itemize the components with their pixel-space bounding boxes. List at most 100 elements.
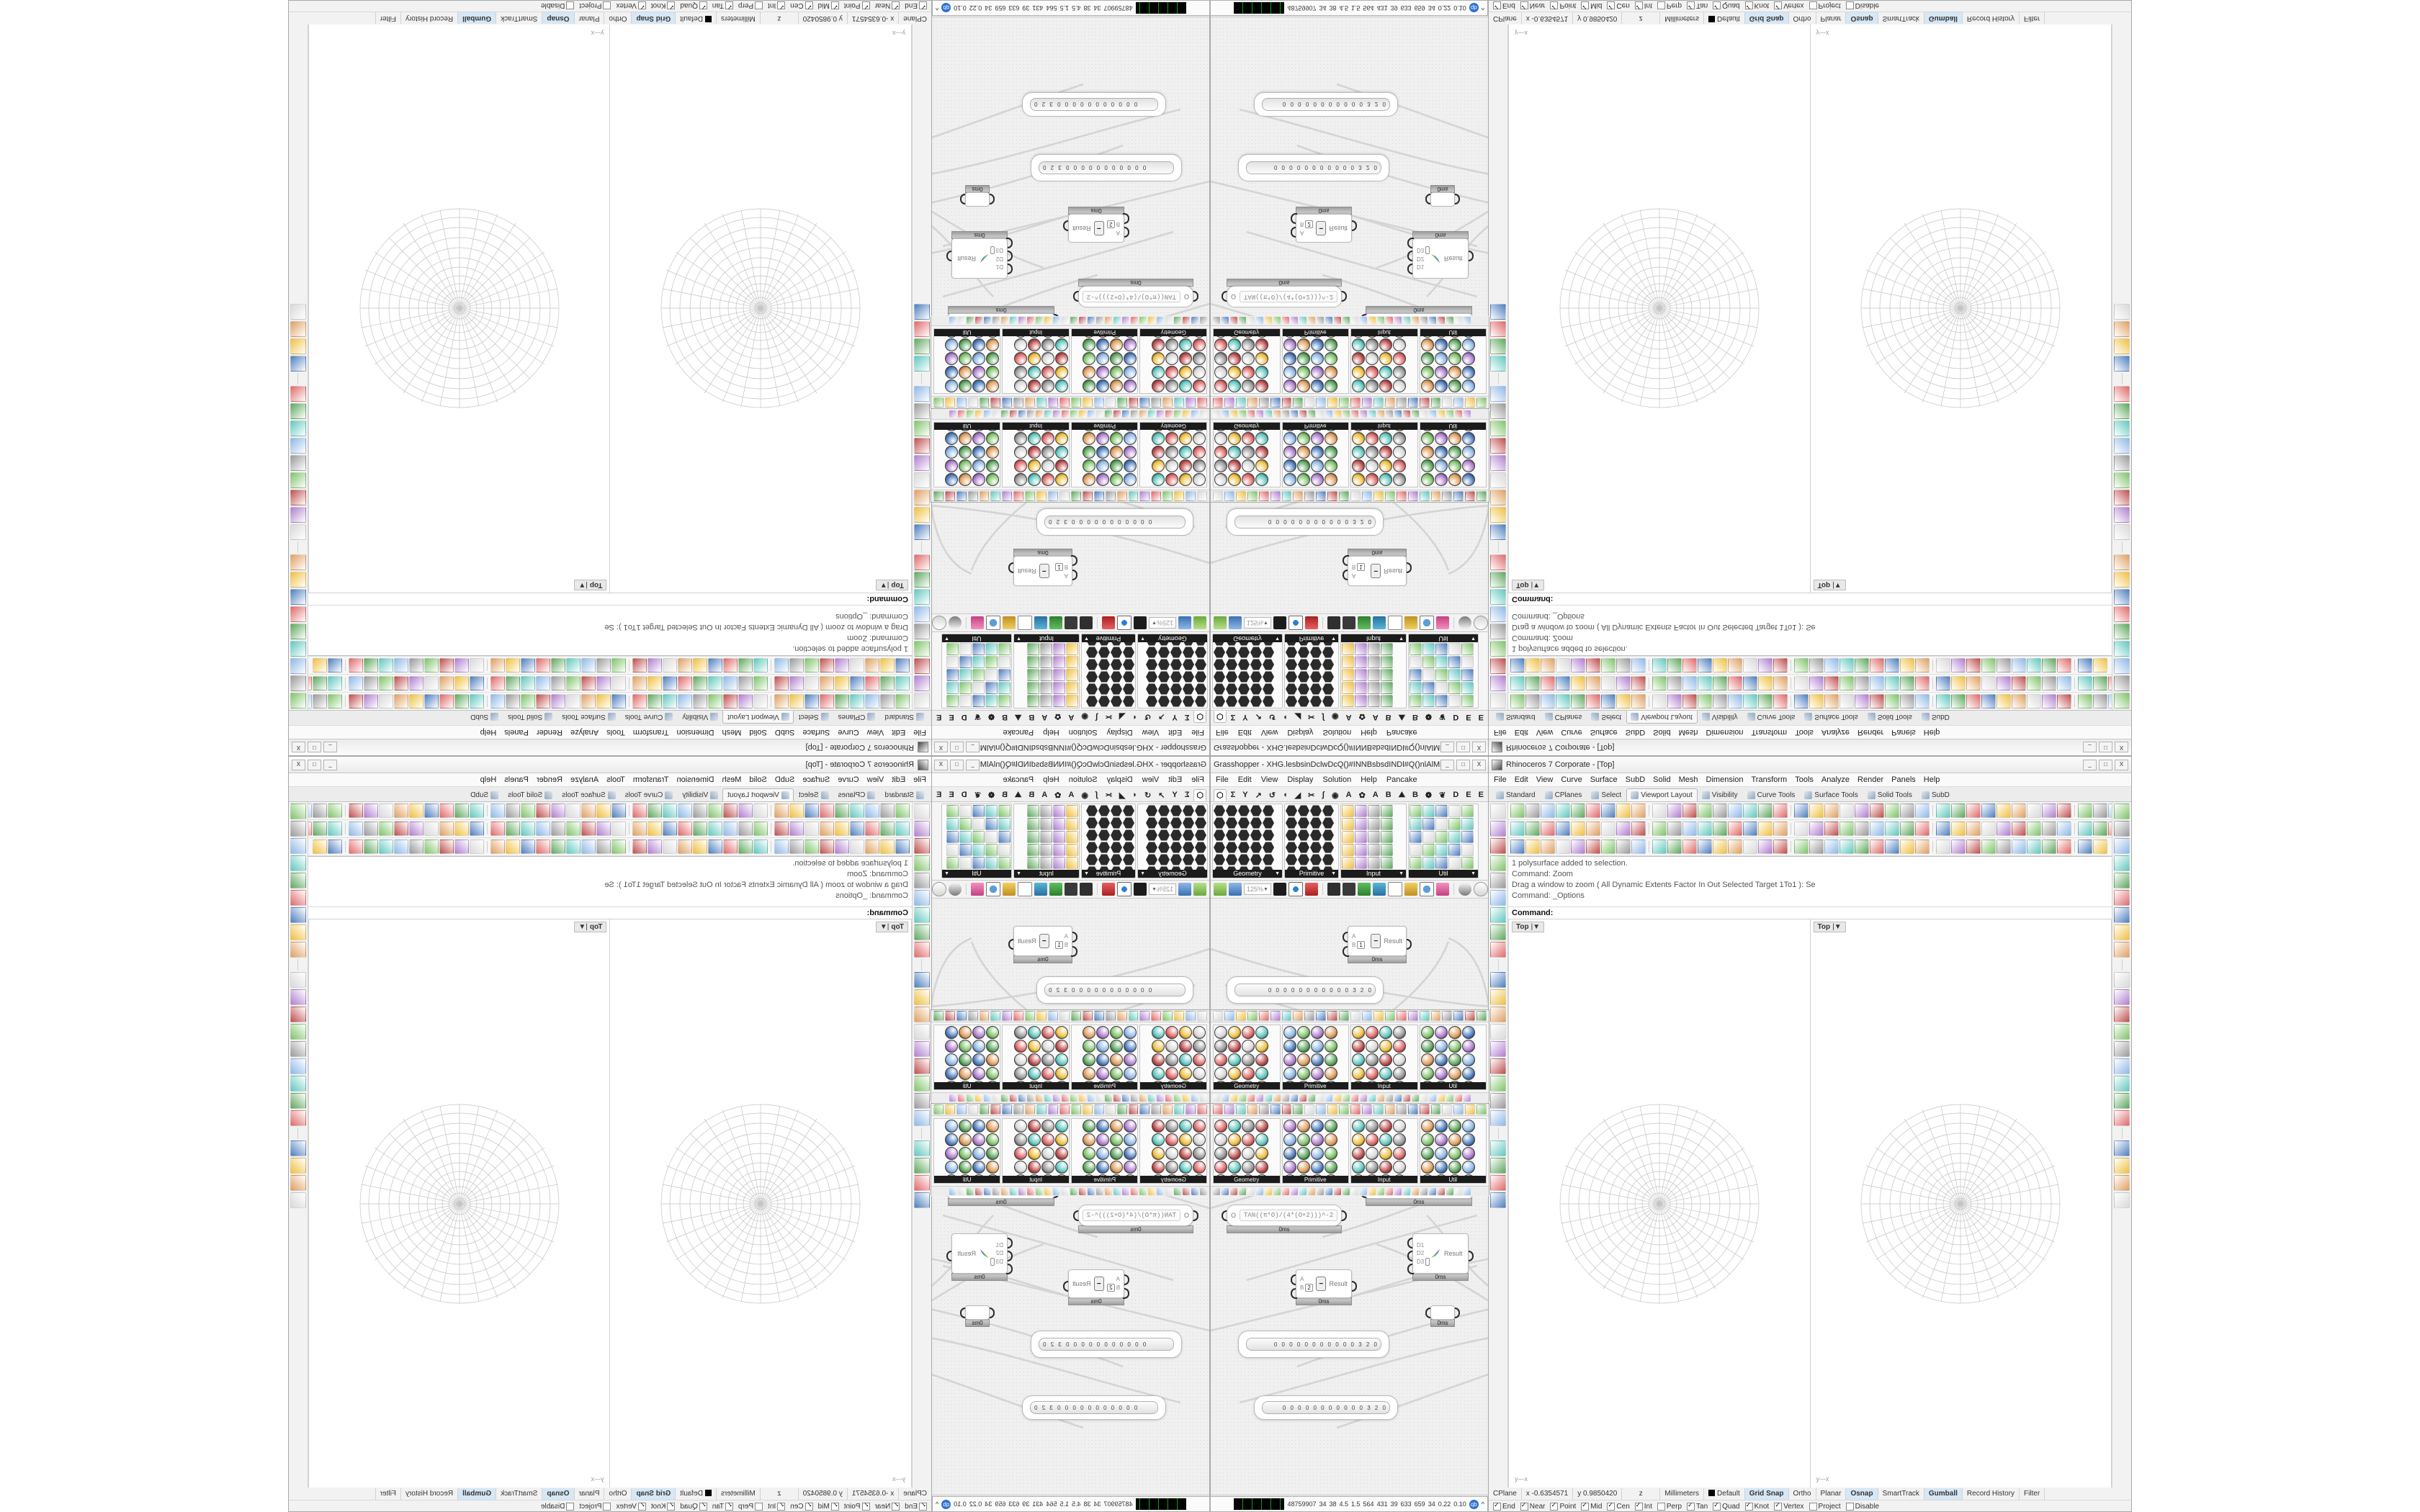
palette-component-icon[interactable] [1165, 1161, 1178, 1174]
palette-footer-icon[interactable] [1265, 410, 1272, 418]
gh-tab-transform-icon[interactable]: ʃ [1095, 791, 1098, 799]
toolbar-icon-1-0[interactable] [1510, 804, 1525, 818]
gha-icon[interactable] [1387, 882, 1402, 896]
palette-footer-icon[interactable] [1412, 1094, 1419, 1102]
palette-tool-icon[interactable] [1116, 491, 1127, 501]
ribbon-panel-geometry[interactable]: Geometry ▼ [1212, 804, 1283, 878]
toolbar-icon-5-19[interactable] [2114, 1158, 2130, 1174]
gh-tab-sets-icon[interactable]: Υ [1172, 713, 1178, 721]
gh-menu-view[interactable]: View [1142, 728, 1160, 737]
gh-tab-display-icon[interactable]: ◉ [1332, 712, 1339, 721]
component-icon[interactable] [1066, 818, 1078, 830]
component-icon[interactable] [959, 831, 972, 843]
toolbar-icon-3-9[interactable] [1652, 658, 1667, 672]
rhino-tab-cplanes[interactable]: CPlanes [833, 788, 880, 801]
palette-footer-icon[interactable] [1010, 317, 1017, 325]
component-icon[interactable] [1263, 683, 1274, 695]
toolbar-icon-2-30[interactable] [1981, 676, 1996, 690]
rhino-toolbar-row-2[interactable] [308, 820, 912, 838]
gh-menu-file[interactable]: File [1191, 728, 1204, 737]
component-icon[interactable] [1158, 683, 1170, 695]
toolbar-icon-3-33[interactable] [379, 840, 393, 854]
palette-footer-icon[interactable] [1368, 1187, 1376, 1195]
component-icon[interactable] [1195, 642, 1206, 646]
component-icon[interactable] [946, 844, 959, 856]
toolbar-icon-1-8[interactable] [1631, 804, 1646, 818]
palette-tool-icon[interactable] [1197, 491, 1207, 501]
palette-component-icon[interactable] [1461, 1053, 1475, 1066]
toolbar-icon-2-24[interactable] [1885, 676, 1899, 690]
palette-component-icon[interactable] [1393, 1040, 1406, 1053]
status-toggle-grid-snap[interactable]: Grid Snap [631, 1488, 676, 1500]
palette-footer-icon[interactable] [958, 410, 965, 418]
gh-menu-edit[interactable]: Edit [1168, 775, 1183, 784]
toolbar-icon-1-1[interactable] [880, 804, 895, 818]
component-icon[interactable] [1298, 854, 1309, 865]
toolbar-icon-1-3[interactable] [850, 804, 864, 818]
rhino-left-toolbar[interactable] [912, 23, 931, 710]
palette-tool-icon[interactable] [1105, 1011, 1116, 1021]
osnap-checkbox[interactable] [667, 1503, 676, 1511]
rhino-menu-curve[interactable]: Curve [838, 775, 859, 784]
palette-component-icon[interactable] [1379, 1120, 1392, 1133]
toolbar-icon-2-8[interactable] [1631, 822, 1646, 836]
toolbar-icon-5-20[interactable] [290, 321, 306, 337]
palette-component-icon[interactable] [986, 379, 1000, 392]
component-subtraction-a[interactable]: A B 1 − Result 0ms [1008, 549, 1077, 586]
component-icon[interactable] [1123, 696, 1134, 707]
toolbar-icon-4-1[interactable] [1490, 821, 1506, 837]
toolbar-icon-3-19[interactable] [596, 840, 611, 854]
minimize-button[interactable]: _ [2083, 759, 2097, 770]
palette-column-grid[interactable] [1351, 336, 1417, 393]
palette-window-left[interactable]: Geometry Primitive Input Util [1210, 1009, 1489, 1102]
palette-column-grid[interactable] [1141, 1119, 1207, 1176]
toolbar-icon-5-21[interactable] [2114, 1192, 2130, 1208]
component-icon[interactable] [1310, 659, 1322, 670]
palette-component-icon[interactable] [1420, 432, 1434, 445]
toolbar-icon-2-16[interactable] [1758, 676, 1773, 690]
palette-component-icon[interactable] [1028, 1161, 1041, 1174]
paint-preview-icon[interactable] [1102, 883, 1116, 896]
rhino-menu-dimension[interactable]: Dimension [676, 728, 714, 737]
palette-component-icon[interactable] [1393, 1026, 1406, 1039]
toolbar-icon-4-6[interactable] [914, 589, 930, 605]
palette-component-icon[interactable] [1393, 379, 1406, 392]
palette-component-icon[interactable] [1283, 338, 1296, 351]
toolbar-icon-5-19[interactable] [290, 338, 306, 354]
palette-component-icon[interactable] [972, 430, 986, 431]
toolbar-icon-3-28[interactable] [1951, 840, 1966, 854]
palette-tool-icon[interactable] [1235, 491, 1246, 501]
palette-component-icon[interactable] [945, 338, 959, 351]
palette-footer-icon[interactable] [1062, 1187, 1069, 1195]
palette-component-icon[interactable] [1165, 1120, 1178, 1133]
toolbar-icon-4-3[interactable] [914, 855, 930, 871]
rhino-command-area[interactable]: 1 polysurface added to selection. Command… [1508, 593, 2112, 656]
palette-component-icon[interactable] [1179, 446, 1192, 459]
viewport-top-left[interactable]: Top|▼ [610, 24, 911, 593]
palette-component-icon[interactable] [1028, 1040, 1041, 1053]
osnap-checkbox[interactable] [892, 1503, 900, 1511]
rhino-menu-transform[interactable]: Transform [1751, 775, 1788, 784]
toolbar-icon-1-27[interactable] [1936, 694, 1950, 708]
toolbar-icon-3-0[interactable] [1510, 658, 1525, 672]
toolbar-icon-1-23[interactable] [1870, 804, 1884, 818]
tray-caret-icon[interactable]: ^ [1481, 1500, 1484, 1508]
palette-tool-icon[interactable] [1174, 397, 1185, 408]
palette-component-icon[interactable] [1434, 446, 1448, 459]
palette-footer-icon[interactable] [1308, 1094, 1315, 1102]
palette-tool-icon[interactable] [1419, 491, 1430, 501]
component-icon[interactable] [1448, 682, 1461, 694]
maximize-button[interactable]: □ [1456, 742, 1470, 753]
component-icon[interactable] [1368, 831, 1380, 843]
toolbar-icon-5-12[interactable] [2114, 472, 2130, 488]
component-icon[interactable] [1170, 842, 1182, 853]
palette-component-icon[interactable] [1124, 1040, 1137, 1053]
toolbar-icon-3-21[interactable] [566, 658, 581, 672]
palette-component-icon[interactable] [959, 459, 972, 472]
palette-tool-icon[interactable] [1407, 1104, 1418, 1115]
palette-window-left-2[interactable]: Geometry Primitive Input Util [931, 316, 1210, 409]
toolbar-icon-4-15[interactable] [914, 1076, 930, 1092]
palette-tool-icon[interactable] [1105, 1104, 1116, 1115]
toolbar-icon-1-13[interactable] [1713, 804, 1727, 818]
palette-component-icon[interactable] [1214, 352, 1227, 365]
